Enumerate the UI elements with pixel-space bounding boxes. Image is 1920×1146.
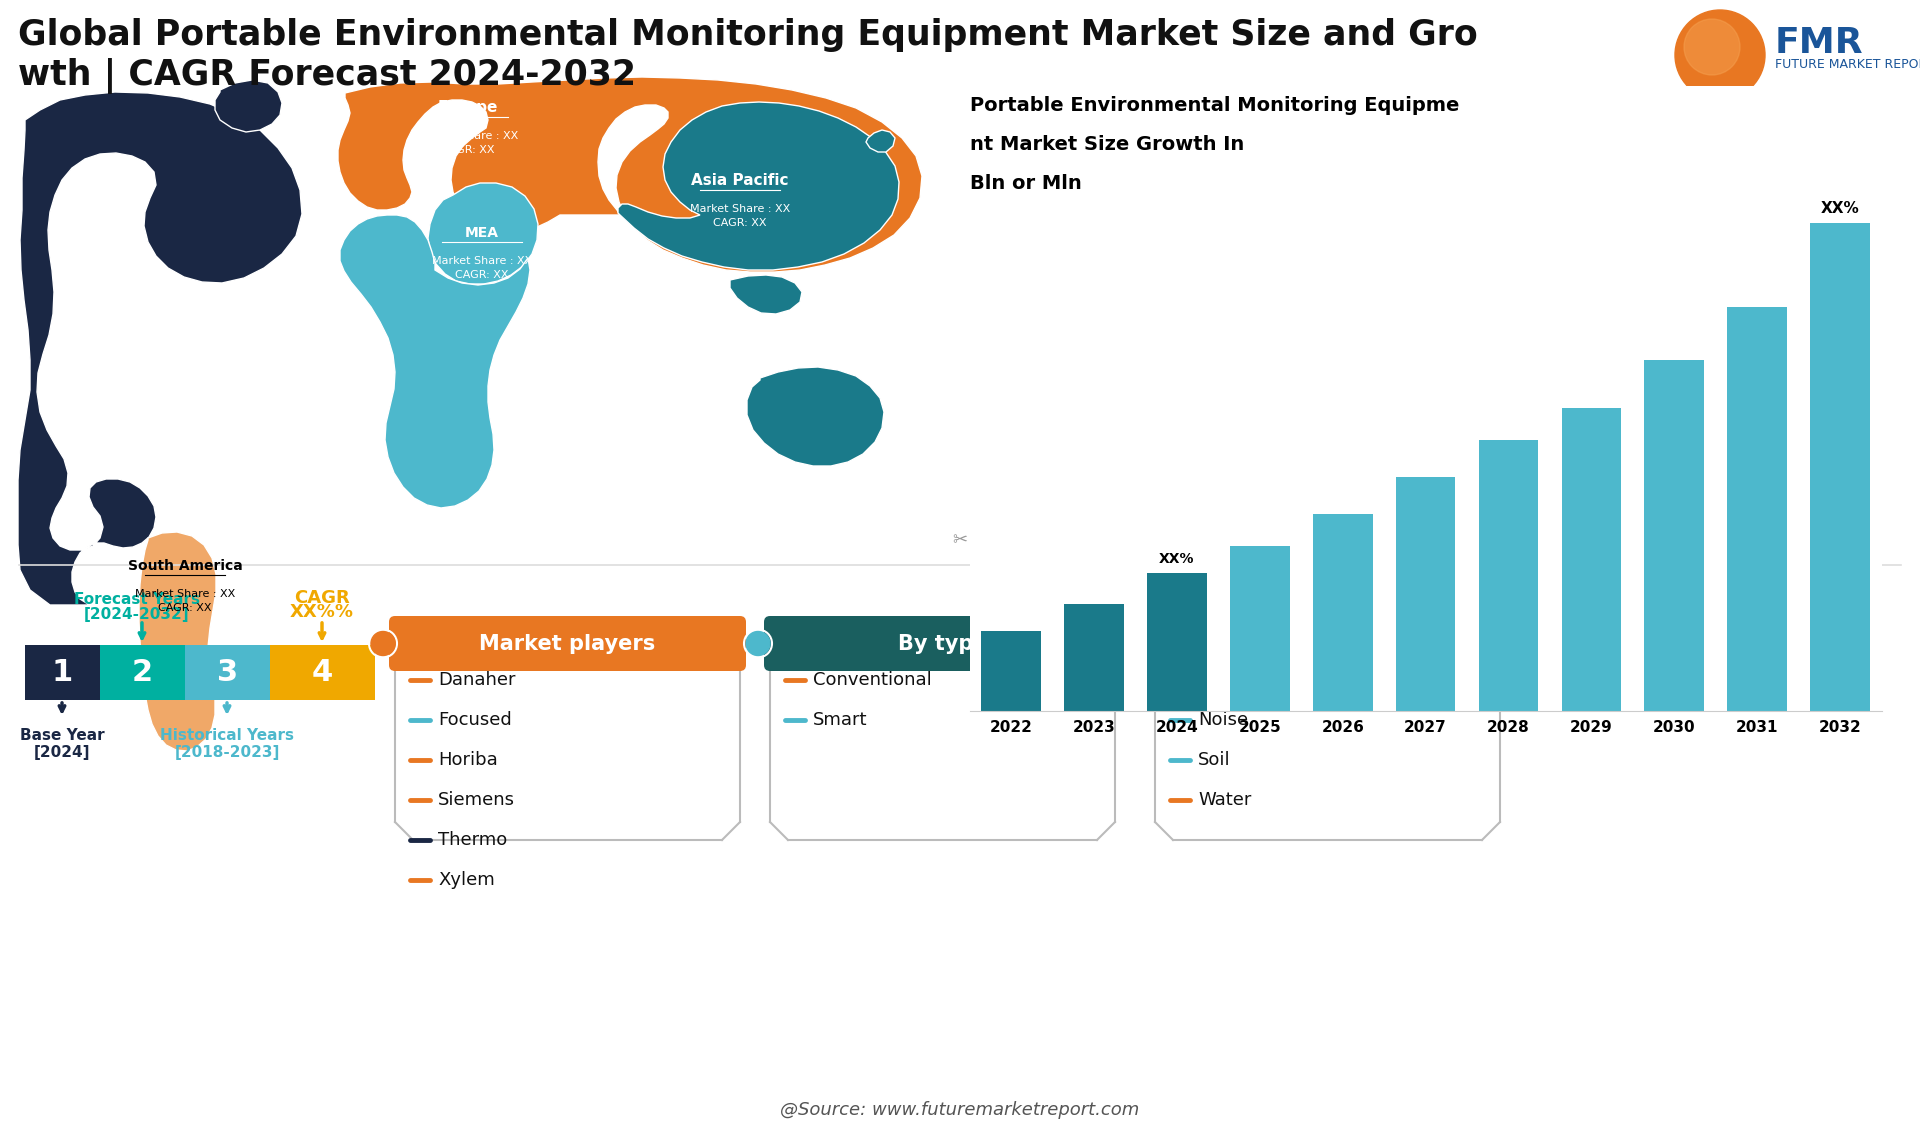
Text: Bln or Mln: Bln or Mln — [970, 174, 1081, 193]
Bar — [271, 645, 374, 700]
Text: ✂: ✂ — [952, 531, 968, 549]
Text: Xylem: Xylem — [438, 871, 495, 889]
Text: North
America: North America — [100, 303, 171, 335]
Text: Focused: Focused — [438, 711, 513, 729]
Text: CAGR: XX: CAGR: XX — [455, 270, 509, 280]
Text: Market players: Market players — [480, 634, 655, 653]
Text: Smart: Smart — [812, 711, 868, 729]
Text: Market Share : XX: Market Share : XX — [689, 204, 791, 214]
Text: 3: 3 — [217, 658, 238, 686]
Text: CAGR: XX: CAGR: XX — [108, 364, 161, 375]
Circle shape — [1674, 10, 1764, 100]
Text: By application: By application — [1244, 634, 1411, 653]
Text: Thermo: Thermo — [438, 831, 507, 849]
Text: Danaher: Danaher — [438, 672, 515, 689]
Text: Horiba: Horiba — [438, 751, 497, 769]
Text: Historical Years: Historical Years — [159, 728, 294, 743]
FancyBboxPatch shape — [764, 617, 1121, 672]
Text: Market Share : XX: Market Share : XX — [84, 351, 184, 361]
Circle shape — [371, 631, 396, 656]
Text: Europe: Europe — [438, 100, 497, 115]
Bar — [1313, 515, 1373, 711]
Text: Market Share : XX: Market Share : XX — [419, 131, 518, 141]
Text: Market Share : XX: Market Share : XX — [432, 256, 532, 266]
Text: Market Share : XX: Market Share : XX — [134, 589, 234, 599]
Text: XX%: XX% — [1820, 202, 1860, 217]
Circle shape — [1684, 19, 1740, 74]
Text: Conventional: Conventional — [812, 672, 931, 689]
Text: By type: By type — [899, 634, 987, 653]
Bar — [981, 631, 1041, 711]
Text: FUTURE MARKET REPORT: FUTURE MARKET REPORT — [1774, 58, 1920, 71]
Text: Water: Water — [1198, 791, 1252, 809]
Text: Noise: Noise — [1198, 711, 1248, 729]
Text: XX%%: XX%% — [290, 603, 353, 621]
Bar — [1231, 547, 1290, 711]
Text: CAGR: XX: CAGR: XX — [712, 218, 766, 228]
Bar — [1064, 604, 1123, 711]
Bar — [25, 645, 100, 700]
Bar — [1728, 307, 1788, 711]
Polygon shape — [215, 80, 282, 132]
Text: Siemens: Siemens — [438, 791, 515, 809]
Text: 2: 2 — [132, 658, 154, 686]
Bar — [1644, 361, 1705, 711]
Text: XX%: XX% — [1160, 552, 1194, 566]
Polygon shape — [428, 183, 538, 284]
Circle shape — [1131, 631, 1156, 656]
Text: wth | CAGR Forecast 2024-2032: wth | CAGR Forecast 2024-2032 — [17, 58, 636, 94]
Text: Forecast Years: Forecast Years — [75, 592, 200, 607]
Text: Global Portable Environmental Monitoring Equipment Market Size and Gro: Global Portable Environmental Monitoring… — [17, 18, 1478, 52]
Polygon shape — [618, 102, 899, 270]
Text: South America: South America — [127, 559, 242, 573]
Polygon shape — [730, 275, 803, 314]
Polygon shape — [866, 129, 895, 152]
Text: CAGR: XX: CAGR: XX — [157, 603, 211, 613]
Polygon shape — [338, 77, 922, 272]
Polygon shape — [17, 92, 301, 606]
Text: 4: 4 — [311, 658, 334, 686]
Text: CAGR: XX: CAGR: XX — [442, 146, 495, 155]
Polygon shape — [138, 532, 215, 751]
Circle shape — [747, 631, 770, 656]
Text: CAGR: CAGR — [294, 589, 349, 607]
Text: Portable Environmental Monitoring Equipme: Portable Environmental Monitoring Equipm… — [970, 96, 1459, 115]
Text: @Source: www.futuremarketreport.com: @Source: www.futuremarketreport.com — [780, 1101, 1140, 1118]
Text: [2018-2023]: [2018-2023] — [175, 745, 280, 760]
FancyBboxPatch shape — [1148, 617, 1505, 672]
Text: FMR: FMR — [1774, 26, 1864, 60]
Bar — [184, 645, 271, 700]
FancyBboxPatch shape — [390, 617, 747, 672]
Bar — [1146, 573, 1208, 711]
Text: Air: Air — [1198, 672, 1223, 689]
Text: 1: 1 — [52, 658, 73, 686]
Bar — [1478, 440, 1538, 711]
Text: Soil: Soil — [1198, 751, 1231, 769]
Text: nt Market Size Growth In: nt Market Size Growth In — [970, 135, 1244, 154]
Text: [2024]: [2024] — [35, 745, 90, 760]
Text: Base Year: Base Year — [19, 728, 104, 743]
Text: [2024-2032]: [2024-2032] — [84, 607, 190, 622]
Bar — [1561, 408, 1620, 711]
Polygon shape — [747, 367, 883, 466]
Bar — [1811, 222, 1870, 711]
Text: Asia Pacific: Asia Pacific — [691, 173, 789, 188]
Bar — [100, 645, 184, 700]
Text: MEA: MEA — [465, 226, 499, 240]
Polygon shape — [340, 215, 530, 508]
Bar — [1396, 477, 1455, 711]
